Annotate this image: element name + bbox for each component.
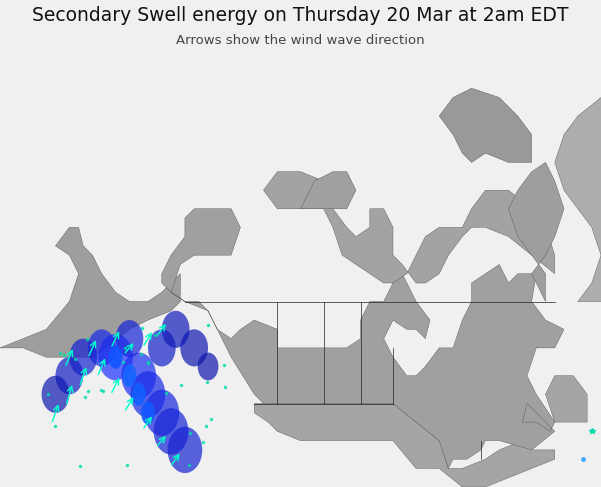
Polygon shape <box>254 404 555 487</box>
Polygon shape <box>162 209 564 468</box>
Text: Arrows show the wind wave direction: Arrows show the wind wave direction <box>176 35 425 47</box>
Ellipse shape <box>198 353 218 380</box>
Polygon shape <box>555 88 601 301</box>
Ellipse shape <box>88 329 115 366</box>
Polygon shape <box>439 88 532 163</box>
Ellipse shape <box>162 311 189 348</box>
Polygon shape <box>300 172 356 209</box>
Polygon shape <box>0 227 180 357</box>
Ellipse shape <box>55 357 83 394</box>
Ellipse shape <box>123 364 136 387</box>
Ellipse shape <box>148 329 175 366</box>
Polygon shape <box>546 375 587 422</box>
Ellipse shape <box>121 353 156 399</box>
Ellipse shape <box>132 383 145 406</box>
Polygon shape <box>263 172 555 283</box>
Polygon shape <box>508 163 564 301</box>
Ellipse shape <box>130 371 165 417</box>
Ellipse shape <box>115 320 143 357</box>
Ellipse shape <box>141 401 155 424</box>
Ellipse shape <box>69 338 97 375</box>
Ellipse shape <box>144 390 179 436</box>
Ellipse shape <box>180 329 208 366</box>
Ellipse shape <box>154 408 188 454</box>
Ellipse shape <box>41 375 69 413</box>
Ellipse shape <box>168 427 203 473</box>
Ellipse shape <box>98 334 133 380</box>
Ellipse shape <box>109 346 123 369</box>
Text: Secondary Swell energy on Thursday 20 Mar at 2am EDT: Secondary Swell energy on Thursday 20 Ma… <box>32 6 569 25</box>
